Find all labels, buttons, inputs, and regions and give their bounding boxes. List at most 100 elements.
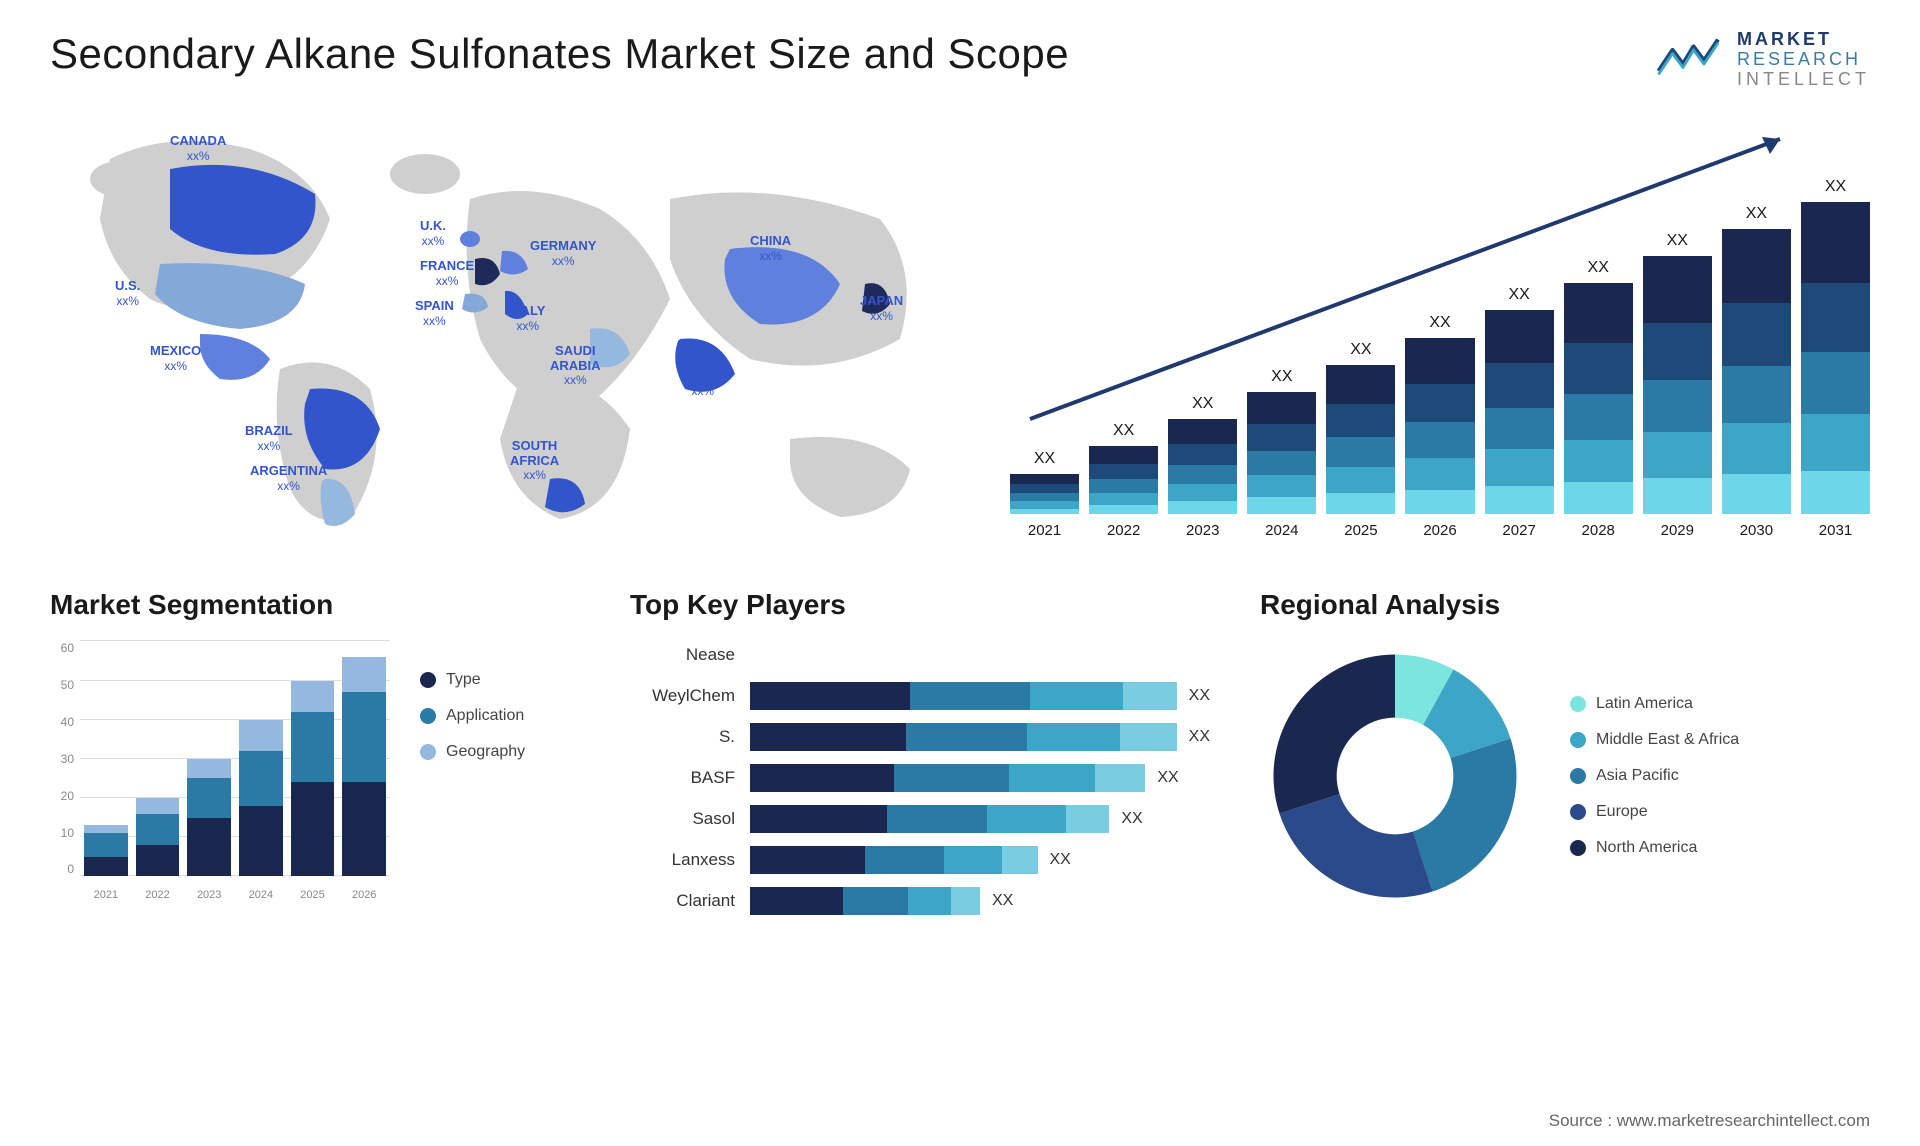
legend-label: Type [446, 671, 481, 689]
forecast-year-label: 2028 [1582, 522, 1615, 539]
logo-line2: RESEARCH [1737, 50, 1870, 70]
top-row: CANADAxx%U.S.xx%MEXICOxx%BRAZILxx%ARGENT… [50, 119, 1870, 539]
forecast-year-label: 2023 [1186, 522, 1219, 539]
players-panel: Top Key Players NeaseWeylChemS.BASFSasol… [630, 589, 1210, 915]
forecast-year-label: 2030 [1740, 522, 1773, 539]
bottom-row: Market Segmentation 0102030405060 202120… [50, 589, 1870, 915]
page-title: Secondary Alkane Sulfonates Market Size … [50, 30, 1069, 78]
regional-legend: Latin America Middle East & Africa Asia Pa… [1570, 695, 1870, 857]
forecast-value-label: XX [1113, 422, 1134, 440]
forecast-value-label: XX [1588, 259, 1609, 277]
legend-item: Europe [1570, 803, 1870, 821]
player-value: XX [1189, 687, 1210, 705]
seg-year-label: 2024 [239, 889, 283, 901]
country-label: SPAINxx% [415, 299, 454, 328]
forecast-chart-panel: XX2021XX2022XX2023XX2024XX2025XX2026XX20… [1010, 119, 1870, 539]
country-label: SOUTHAFRICAxx% [510, 439, 559, 482]
seg-year-label: 2023 [187, 889, 231, 901]
forecast-year-label: 2025 [1344, 522, 1377, 539]
legend-item: North America [1570, 839, 1870, 857]
legend-label: North America [1596, 839, 1697, 857]
seg-year-label: 2026 [342, 889, 386, 901]
forecast-value-label: XX [1271, 368, 1292, 386]
donut-slice [1274, 655, 1396, 814]
player-bar-row: XX [750, 887, 1210, 915]
segmentation-chart: 0102030405060 202120222023202420252026 [50, 641, 390, 901]
player-name: Sasol [692, 805, 735, 833]
seg-y-tick: 10 [50, 826, 80, 840]
logo-mark-icon [1655, 32, 1725, 87]
country-label: GERMANYxx% [530, 239, 596, 268]
forecast-year-label: 2026 [1423, 522, 1456, 539]
forecast-value-label: XX [1350, 341, 1371, 359]
player-name: WeylChem [652, 682, 735, 710]
legend-label: Geography [446, 743, 525, 761]
forecast-bar: XX 2024 [1247, 368, 1316, 539]
country-label: ARGENTINAxx% [250, 464, 327, 493]
seg-y-tick: 20 [50, 789, 80, 803]
country-label: U.K.xx% [420, 219, 446, 248]
legend-swatch-icon [1570, 696, 1586, 712]
seg-bar [84, 825, 128, 876]
legend-swatch-icon [420, 672, 436, 688]
seg-bar [342, 657, 386, 876]
regional-content: Latin America Middle East & Africa Asia Pa… [1260, 641, 1870, 911]
player-value: XX [992, 892, 1013, 910]
segmentation-content: 0102030405060 202120222023202420252026 T… [50, 641, 580, 901]
legend-item: Asia Pacific [1570, 767, 1870, 785]
players-title: Top Key Players [630, 589, 1210, 621]
regional-donut-chart [1260, 641, 1530, 911]
regional-panel: Regional Analysis Latin AmericaMiddle Ea… [1260, 589, 1870, 915]
player-value: XX [1050, 851, 1071, 869]
seg-bar [187, 759, 231, 876]
player-name: Lanxess [672, 846, 735, 874]
forecast-value-label: XX [1429, 314, 1450, 332]
forecast-bar: XX 2025 [1326, 341, 1395, 540]
seg-bar [136, 798, 180, 876]
country-label: MEXICOxx% [150, 344, 201, 373]
player-name: S. [719, 723, 735, 751]
legend-swatch-icon [1570, 768, 1586, 784]
forecast-bar: XX 2026 [1405, 314, 1474, 540]
legend-swatch-icon [420, 744, 436, 760]
legend-label: Europe [1596, 803, 1648, 821]
brand-logo: MARKET RESEARCH INTELLECT [1655, 30, 1870, 89]
legend-swatch-icon [1570, 732, 1586, 748]
forecast-bar: XX2029 [1643, 232, 1712, 539]
donut-slice [1413, 739, 1516, 892]
legend-swatch-icon [1570, 840, 1586, 856]
country-label: U.S.xx% [115, 279, 140, 308]
forecast-value-label: XX [1034, 450, 1055, 468]
legend-label: Latin America [1596, 695, 1693, 713]
forecast-bar: XX 2028 [1564, 259, 1633, 539]
forecast-year-label: 2027 [1502, 522, 1535, 539]
player-name: Clariant [676, 887, 735, 915]
seg-year-label: 2022 [136, 889, 180, 901]
segmentation-panel: Market Segmentation 0102030405060 202120… [50, 589, 580, 915]
players-content: NeaseWeylChemS.BASFSasolLanxessClariant … [630, 641, 1210, 915]
country-label: FRANCExx% [420, 259, 474, 288]
segmentation-title: Market Segmentation [50, 589, 580, 621]
world-map-icon [50, 119, 950, 539]
logo-line1: MARKET [1737, 30, 1870, 50]
world-map-panel: CANADAxx%U.S.xx%MEXICOxx%BRAZILxx%ARGENT… [50, 119, 950, 539]
forecast-year-label: 2024 [1265, 522, 1298, 539]
player-bar-row: XX [750, 682, 1210, 710]
forecast-value-label: XX [1508, 286, 1529, 304]
legend-item: Geography [420, 743, 580, 761]
forecast-bar: XX2021 [1010, 450, 1079, 540]
player-bar-row: XX [750, 846, 1210, 874]
forecast-bar: XX2023 [1168, 395, 1237, 539]
seg-y-tick: 60 [50, 641, 80, 655]
country-label: SAUDIARABIAxx% [550, 344, 601, 387]
legend-label: Asia Pacific [1596, 767, 1679, 785]
player-bar-row [750, 641, 1210, 669]
seg-bar [239, 720, 283, 877]
forecast-bar: XX 2027 [1485, 286, 1554, 539]
legend-item: Middle East & Africa [1570, 731, 1870, 749]
legend-label: Middle East & Africa [1596, 731, 1739, 749]
logo-text: MARKET RESEARCH INTELLECT [1737, 30, 1870, 89]
source-attribution: Source : www.marketresearchintellect.com [1549, 1111, 1870, 1131]
legend-item: Latin America [1570, 695, 1870, 713]
player-name: Nease [686, 641, 735, 669]
